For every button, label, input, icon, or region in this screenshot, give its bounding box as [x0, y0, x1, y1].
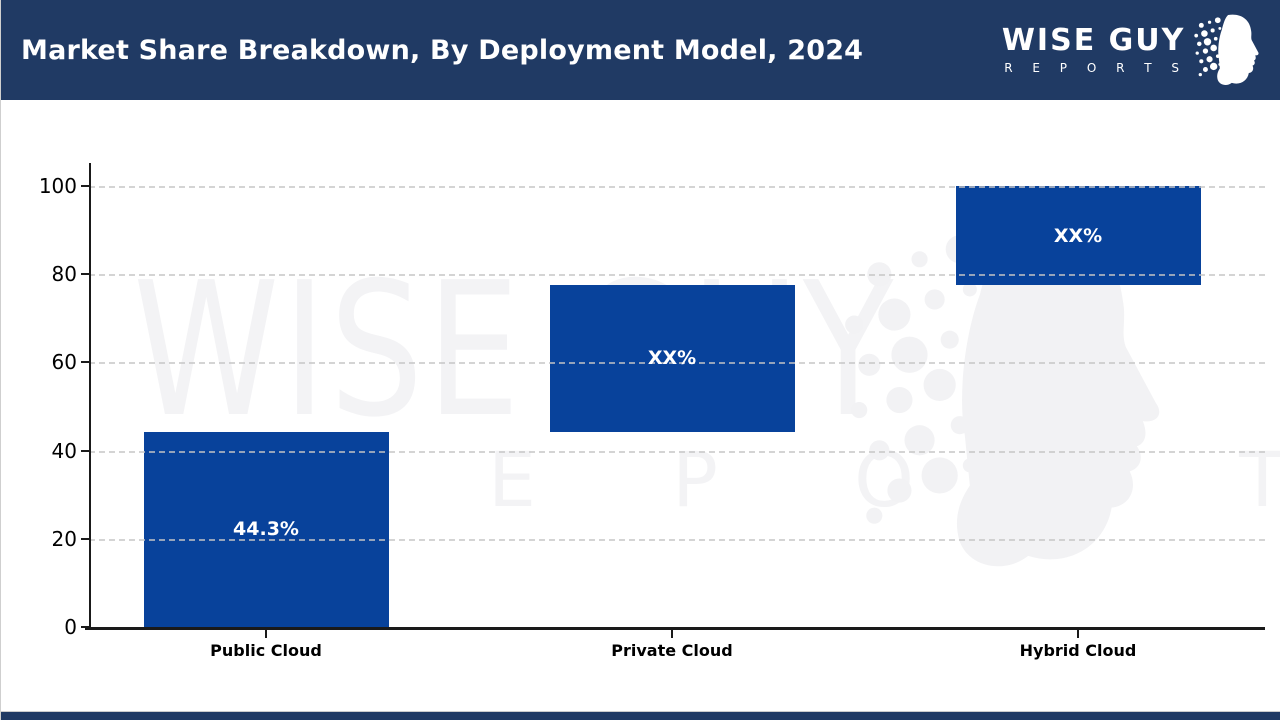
footer-bar [1, 712, 1280, 720]
y-tick-mark-40 [81, 449, 89, 452]
y-tick-label-40: 40 [51, 438, 77, 463]
bar-private-cloud [549, 285, 795, 432]
y-tick-label-100: 100 [38, 174, 77, 198]
y-axis-spine [89, 163, 91, 630]
x-category-label: Hybrid Cloud [1019, 641, 1137, 660]
chart-canvas: WISE GUY R E P O R T S 02040608010044.3%… [1, 100, 1280, 712]
brand-face-icon [1194, 14, 1259, 86]
y-tick-label-20: 20 [51, 526, 77, 551]
y-tick-mark-80 [81, 273, 89, 276]
brand-subtext: R E P O R T S [1004, 61, 1187, 75]
y-tick-label-80: 80 [51, 262, 77, 287]
y-tick-mark-20 [81, 537, 89, 540]
y-tick-label-60: 60 [51, 350, 77, 375]
bar-value-label: XX% [647, 347, 697, 370]
brand-wordmark: WISE GUY [1001, 23, 1186, 58]
x-axis-line [85, 627, 1265, 630]
x-tick-mark-1 [265, 630, 267, 638]
bar-hybrid-cloud [955, 186, 1201, 286]
bar-value-label: 44.3% [233, 518, 299, 541]
gridline-40 [89, 450, 1265, 453]
footer-divider [1, 711, 1280, 712]
x-category-label: Public Cloud [210, 641, 322, 660]
brand-logo-text: WISE GUY R E P O R T S [1000, 23, 1187, 75]
x-tick-mark-3 [1077, 630, 1079, 638]
y-tick-mark-100 [81, 185, 89, 187]
x-category-label: Private Cloud [611, 641, 733, 660]
page-title: Market Share Breakdown, By Deployment Mo… [21, 34, 864, 66]
gridline-100 [89, 186, 1265, 188]
bar-public-cloud [143, 431, 389, 627]
bar-value-label: XX% [1053, 224, 1103, 247]
x-tick-mark-2 [671, 630, 673, 638]
y-tick-mark-60 [81, 361, 89, 364]
header-bar: Market Share Breakdown, By Deployment Mo… [1, 0, 1280, 100]
gridline-80 [89, 274, 1265, 277]
y-tick-label-0: 0 [64, 615, 77, 639]
brand-logo: WISE GUY R E P O R T S [1000, 10, 1263, 90]
gridline-20 [89, 538, 1265, 541]
gridline-60 [89, 362, 1265, 365]
